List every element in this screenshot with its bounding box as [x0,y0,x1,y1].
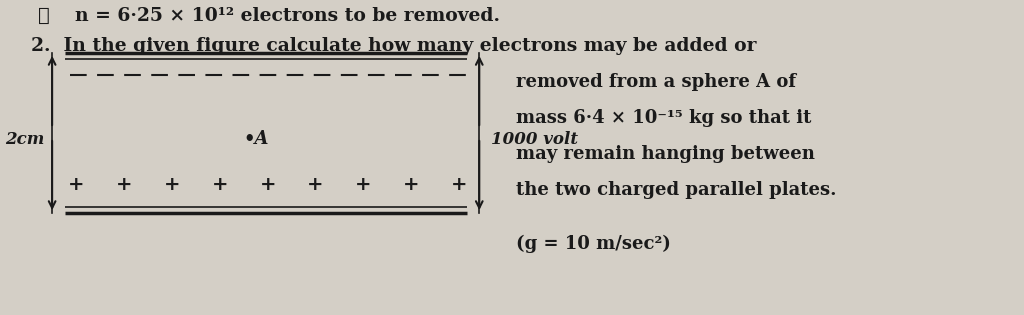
Text: •A: •A [243,130,268,148]
Text: may remain hanging between: may remain hanging between [515,145,814,163]
Text: removed from a sphere A of: removed from a sphere A of [515,73,796,91]
Text: +: + [164,176,180,194]
Text: ∴: ∴ [39,7,50,25]
Text: +: + [307,176,324,194]
Text: the two charged parallel plates.: the two charged parallel plates. [515,181,836,199]
Text: +: + [451,176,467,194]
Text: n = 6·25 × 10¹² electrons to be removed.: n = 6·25 × 10¹² electrons to be removed. [61,7,500,25]
Text: 2.  In the given figure calculate how many electrons may be added or: 2. In the given figure calculate how man… [31,37,756,55]
Text: +: + [116,176,133,194]
Text: mass 6·4 × 10⁻¹⁵ kg so that it: mass 6·4 × 10⁻¹⁵ kg so that it [515,109,811,127]
Text: +: + [259,176,275,194]
Text: 1000 volt: 1000 volt [492,130,578,147]
Text: +: + [355,176,372,194]
Text: +: + [212,176,228,194]
Text: +: + [402,176,419,194]
Text: 2cm: 2cm [5,130,44,147]
Text: (g = 10 m/sec²): (g = 10 m/sec²) [515,235,671,253]
Text: +: + [69,176,85,194]
